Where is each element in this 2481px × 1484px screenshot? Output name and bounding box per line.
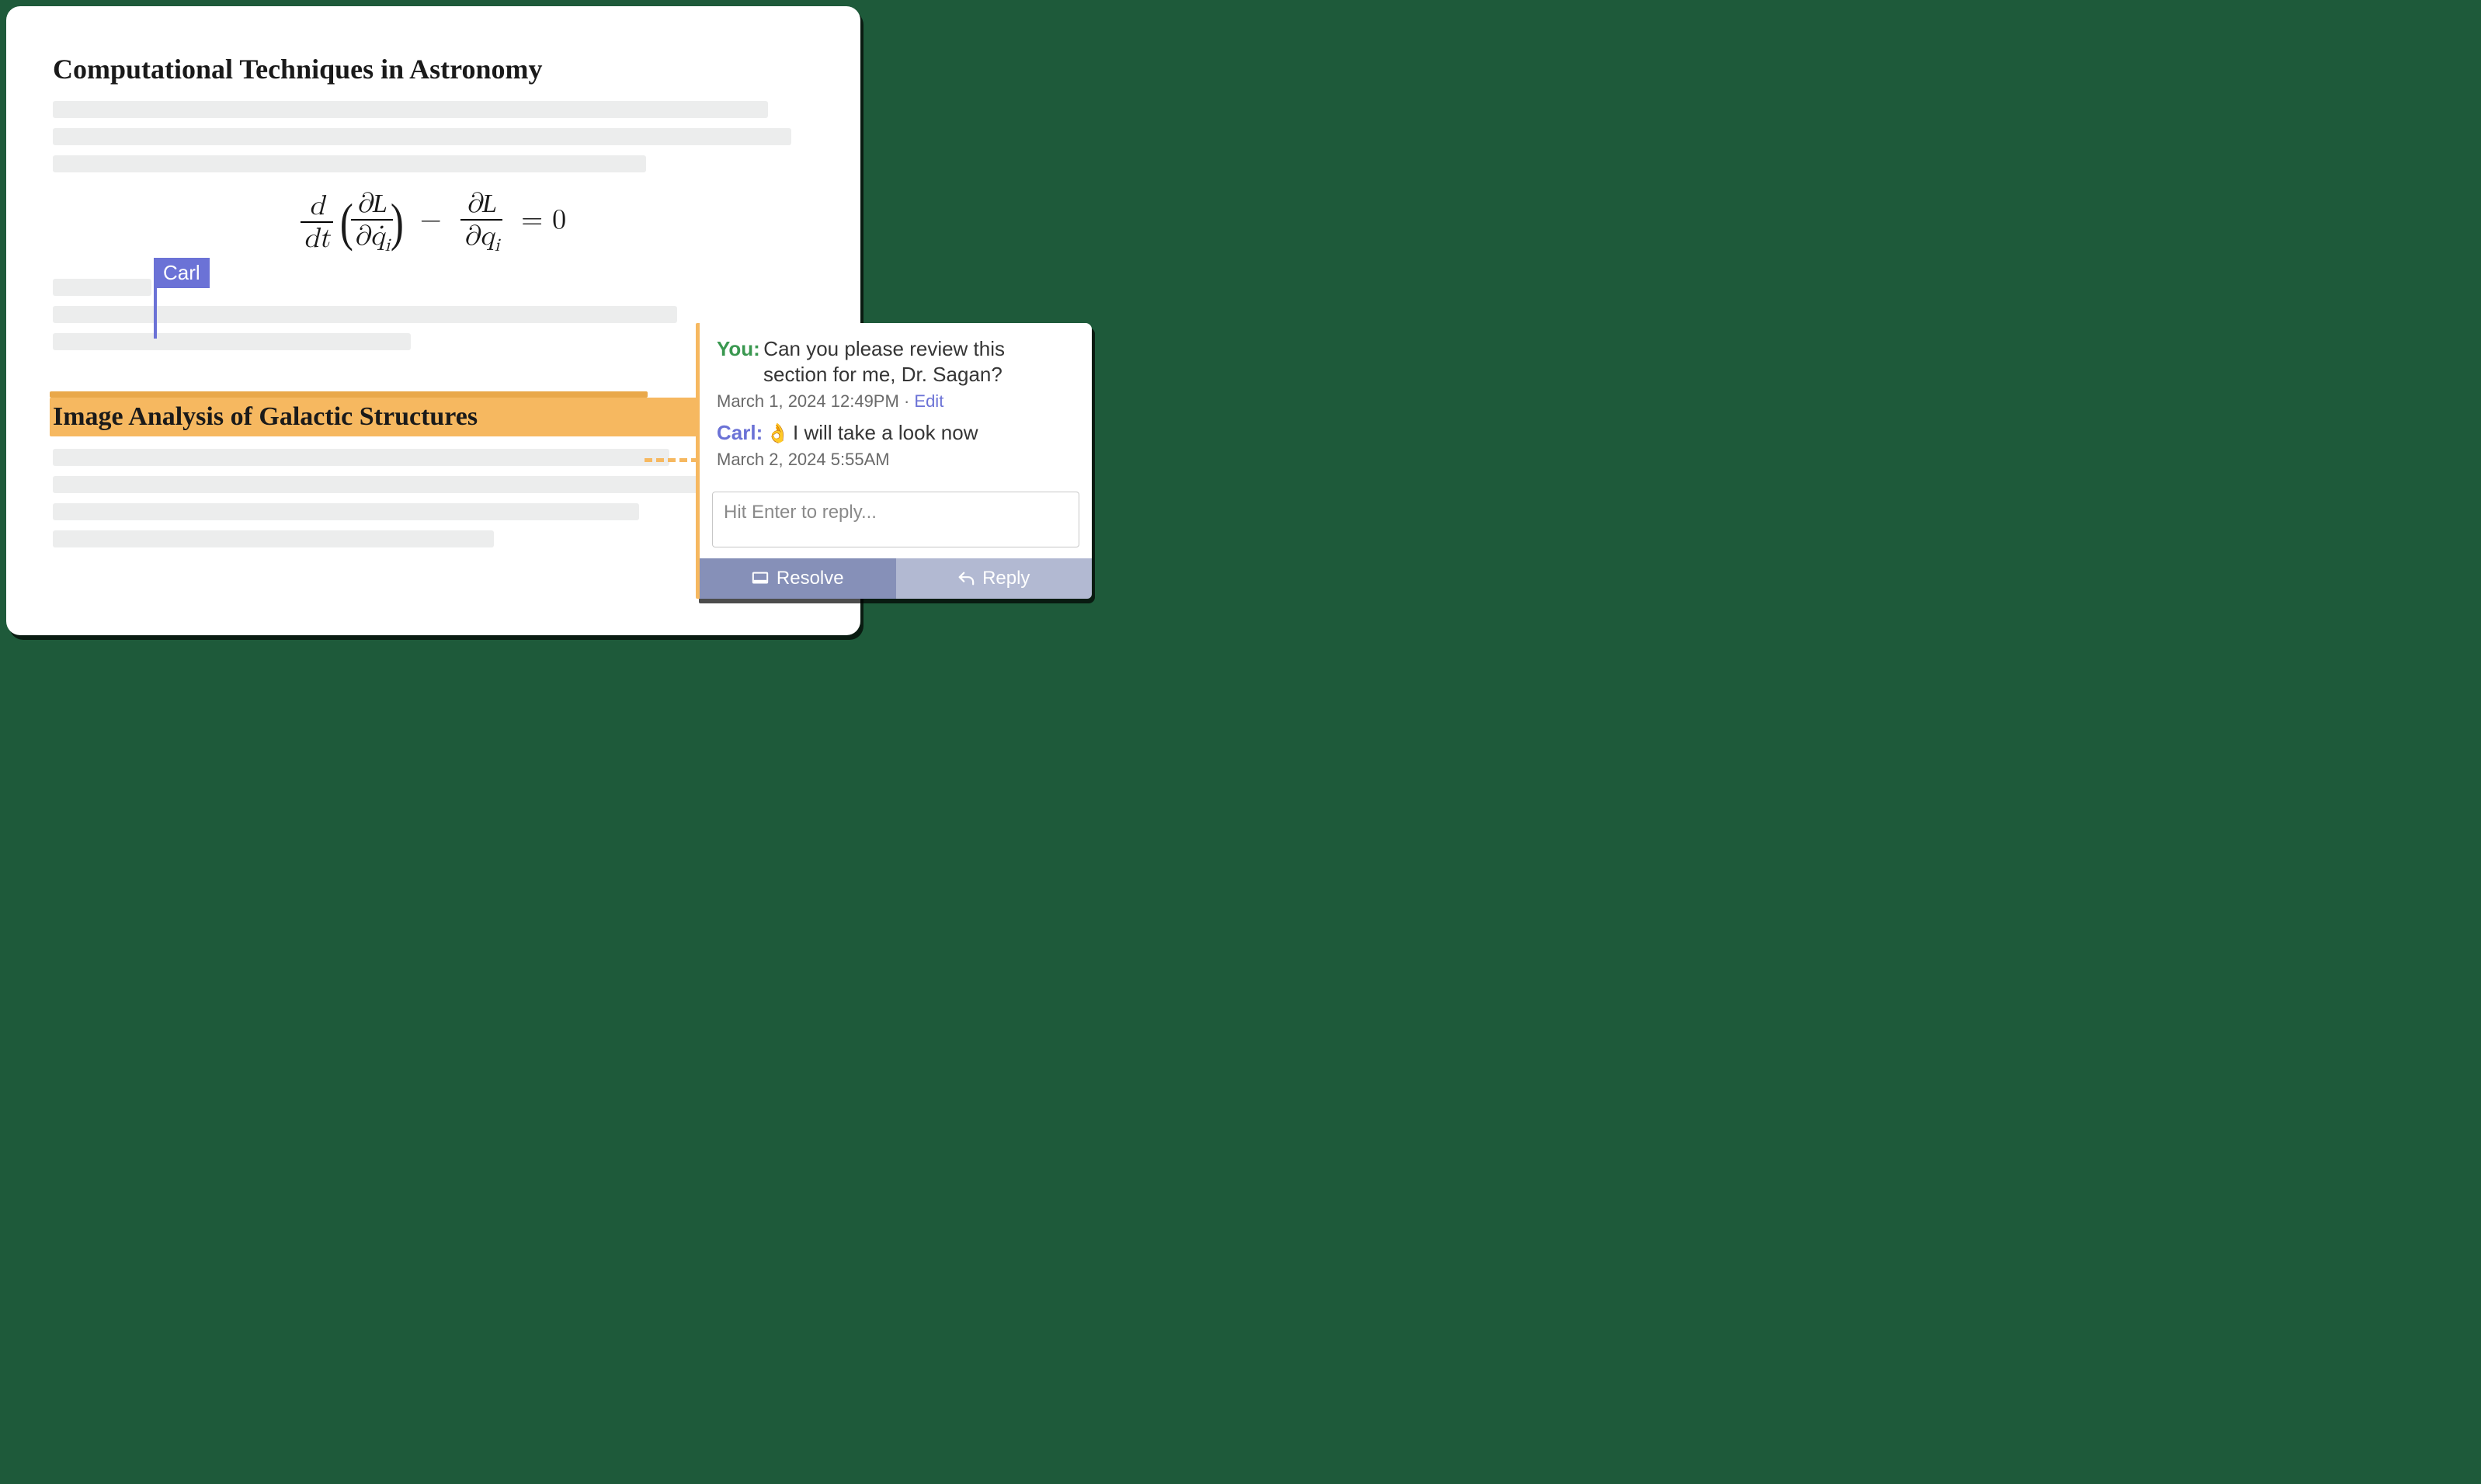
highlight-accent <box>50 391 648 398</box>
comment-entry: You: Can you please review this section … <box>717 337 1075 412</box>
text-placeholder <box>53 279 151 296</box>
comment-text: I will take a look now <box>793 421 978 444</box>
comment-entry: Carl: 👌 I will take a look now March 2, … <box>717 421 1075 470</box>
document-title: Computational Techniques in Astronomy <box>53 53 814 85</box>
text-placeholder <box>53 449 669 466</box>
comment-thread: You: Can you please review this section … <box>700 323 1092 487</box>
section-heading: Image Analysis of Galactic Structures <box>53 399 484 435</box>
text-placeholder <box>53 306 677 323</box>
text-placeholder <box>53 128 791 145</box>
comment-edit-link[interactable]: Edit <box>914 391 943 411</box>
comment-meta: March 1, 2024 12:49PM · Edit <box>717 391 1075 412</box>
text-placeholder <box>53 503 639 520</box>
text-placeholder <box>53 530 494 547</box>
text-placeholder <box>53 476 722 493</box>
reply-arrow-icon <box>957 571 975 586</box>
comment-panel: You: Can you please review this section … <box>696 323 1092 599</box>
reply-input[interactable]: Hit Enter to reply... <box>712 492 1079 547</box>
comment-actions: Resolve Reply <box>700 558 1092 599</box>
comment-timestamp: March 2, 2024 5:55AM <box>717 450 890 469</box>
resolve-button[interactable]: Resolve <box>700 558 896 599</box>
collaborator-cursor-caret <box>154 287 157 339</box>
section-heading-highlighted[interactable]: Image Analysis of Galactic Structures <box>53 399 484 435</box>
ok-hand-icon: 👌 <box>766 423 790 444</box>
text-placeholder <box>53 101 768 118</box>
text-placeholder <box>53 333 411 350</box>
comment-text: section for me, Dr. Sagan? <box>763 363 1075 387</box>
comment-text: Can you please review this <box>763 337 1005 360</box>
comment-meta: March 2, 2024 5:55AM <box>717 450 1075 470</box>
reply-label: Reply <box>982 568 1030 589</box>
comment-author: Carl: <box>717 421 763 444</box>
resolve-label: Resolve <box>777 568 844 589</box>
comment-connector <box>645 458 699 462</box>
reply-button[interactable]: Reply <box>896 558 1093 599</box>
collaborator-cursor-label: Carl <box>154 258 210 288</box>
resolve-icon <box>752 571 769 586</box>
text-placeholder <box>53 155 646 172</box>
comment-timestamp: March 1, 2024 12:49PM <box>717 391 899 411</box>
collaborator-cursor: Carl <box>154 258 210 288</box>
comment-author: You: <box>717 337 760 360</box>
equation-euler-lagrange: ddt (∂L∂q̇i) − ∂L∂qi = 0 <box>53 189 814 255</box>
